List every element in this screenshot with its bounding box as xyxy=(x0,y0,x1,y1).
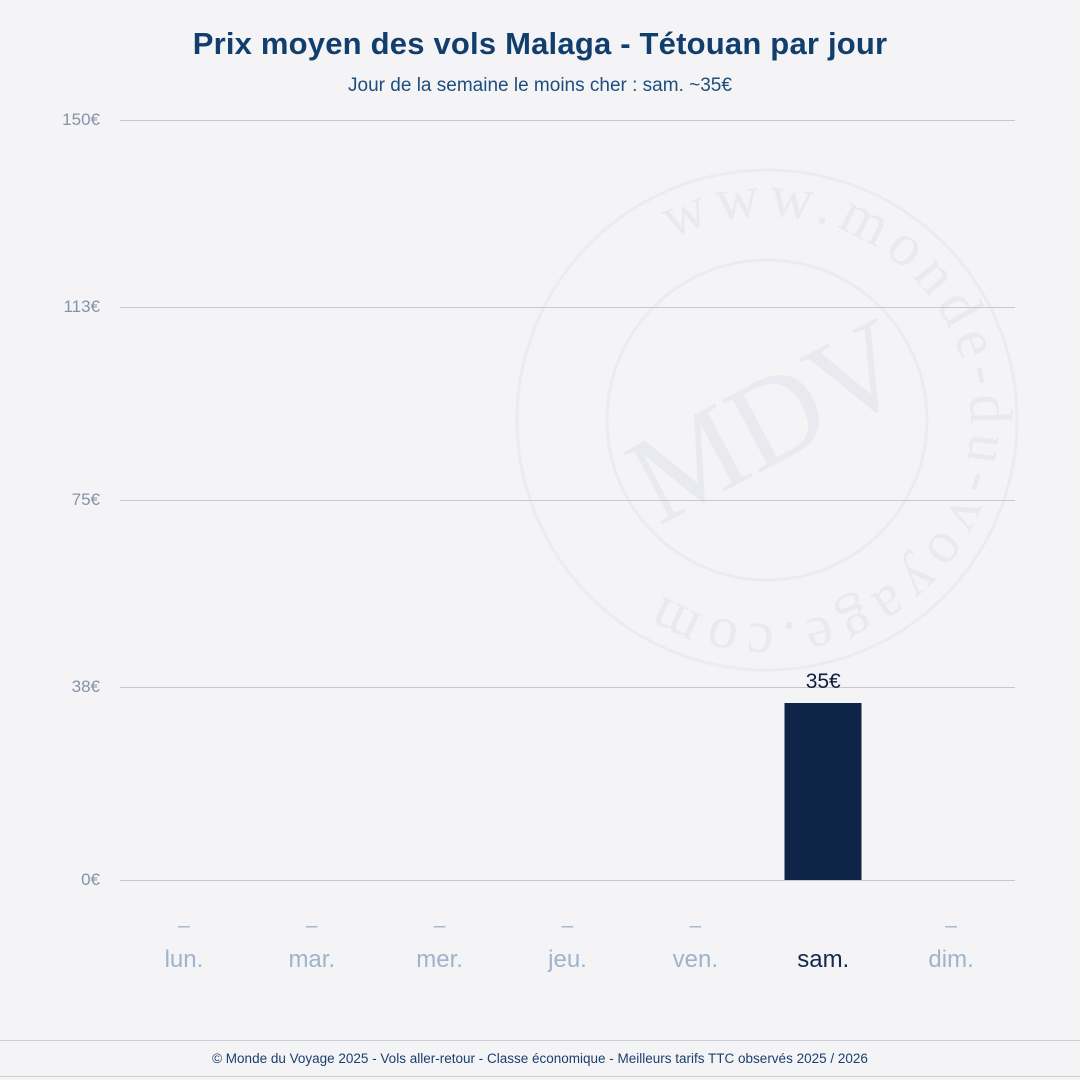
footer-text: © Monde du Voyage 2025 - Vols aller-reto… xyxy=(212,1051,868,1066)
missing-value-row: – – – – – – xyxy=(120,915,1015,936)
missing-marker-ven: – xyxy=(689,914,702,937)
y-axis-labels: 150€ 113€ 75€ 38€ 0€ xyxy=(0,110,108,889)
chart-plot-area xyxy=(120,120,1015,881)
day-label-mar: mar. xyxy=(288,946,336,973)
bar-column-ven xyxy=(631,120,759,880)
y-tick-label: 38€ xyxy=(71,677,100,697)
bar-columns: 35€ xyxy=(120,120,1015,880)
bar-column-mer xyxy=(376,120,504,880)
day-label-jeu: jeu. xyxy=(548,946,587,973)
bar-column-dim xyxy=(887,120,1015,880)
footer-bar: © Monde du Voyage 2025 - Vols aller-reto… xyxy=(0,1040,1080,1077)
missing-marker-dim: – xyxy=(945,914,957,937)
bar-column-jeu xyxy=(504,120,632,880)
gridline-75 xyxy=(120,500,1015,501)
bar-column-sam: 35€ xyxy=(759,120,887,880)
missing-marker-sam xyxy=(759,915,887,936)
day-label-dim: dim. xyxy=(928,946,974,973)
page-subtitle: Jour de la semaine le moins cher : sam. … xyxy=(348,75,732,96)
price-bar-sam xyxy=(784,702,862,880)
gridline-38 xyxy=(120,687,1015,689)
bar-column-lun xyxy=(120,120,248,880)
bar-column-mar xyxy=(248,120,376,880)
gridline-150 xyxy=(120,120,1015,121)
x-axis-labels: lun. mar. mer. jeu. ven. sam. dim. xyxy=(120,946,1015,974)
day-label-sam: sam. xyxy=(797,946,850,973)
day-label-mer: mer. xyxy=(416,946,463,973)
gridline-0 xyxy=(120,880,1015,881)
y-tick-label: 75€ xyxy=(71,490,100,509)
y-tick-label: 113€ xyxy=(63,297,100,317)
y-tick-label: 0€ xyxy=(81,870,100,889)
missing-marker-lun: – xyxy=(178,914,190,937)
day-label-lun: lun. xyxy=(164,946,204,973)
missing-marker-mar: – xyxy=(305,914,318,937)
missing-marker-mer: – xyxy=(433,914,446,937)
day-label-ven: ven. xyxy=(672,946,719,973)
missing-marker-jeu: – xyxy=(561,914,574,937)
gridline-113 xyxy=(120,307,1015,309)
y-tick-label: 150€ xyxy=(62,110,100,129)
page-title: Prix moyen des vols Malaga - Tétouan par… xyxy=(192,26,888,61)
bar-value-label: 35€ xyxy=(805,669,841,693)
